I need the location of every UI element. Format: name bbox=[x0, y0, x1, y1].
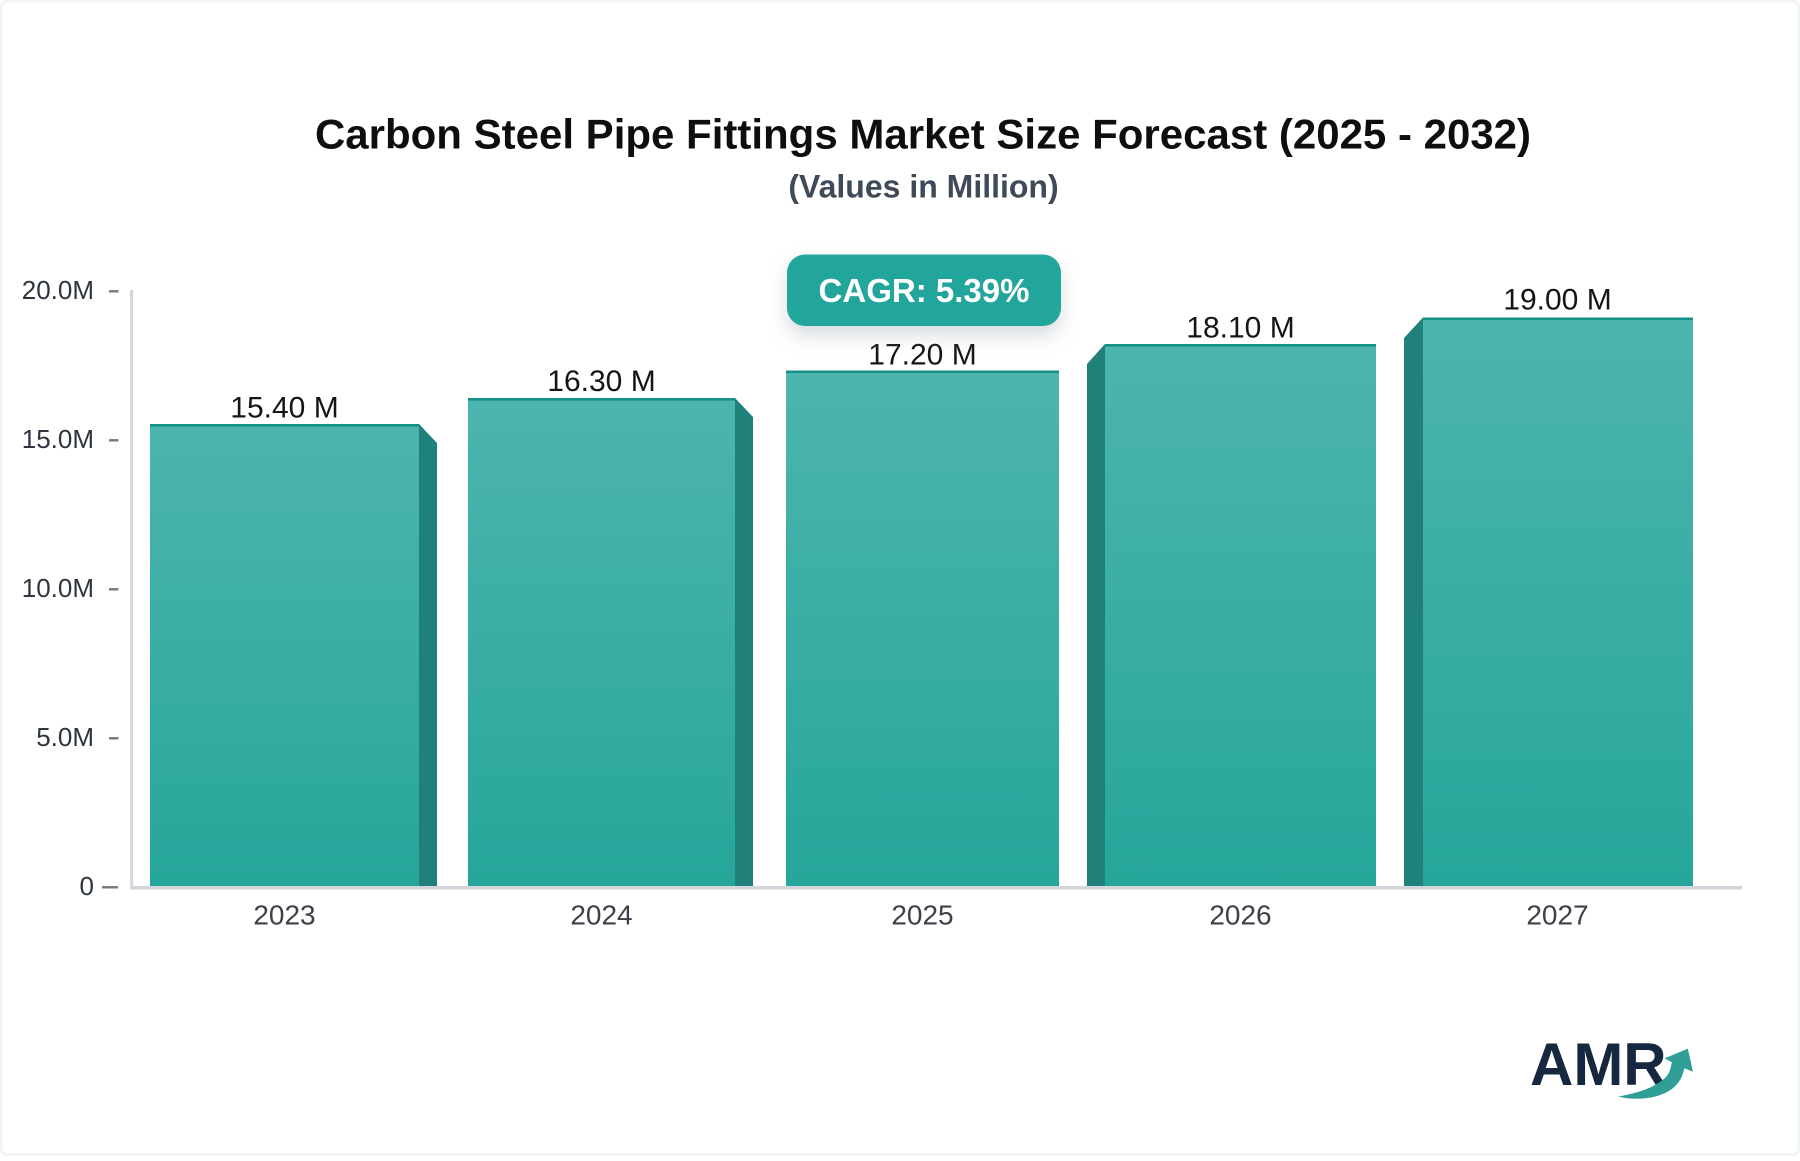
svg-text:2024: 2024 bbox=[570, 900, 632, 931]
svg-text:19.00 M: 19.00 M bbox=[1503, 284, 1611, 317]
svg-text:10.0M: 10.0M bbox=[22, 573, 94, 603]
svg-text:2023: 2023 bbox=[253, 900, 315, 931]
svg-text:15.40 M: 15.40 M bbox=[230, 392, 338, 425]
svg-text:CAGR: 5.39%: CAGR: 5.39% bbox=[819, 272, 1030, 309]
svg-text:2025: 2025 bbox=[891, 900, 953, 931]
svg-text:2027: 2027 bbox=[1526, 900, 1588, 931]
svg-text:(Values in Million): (Values in Million) bbox=[788, 169, 1058, 205]
svg-text:20.0M: 20.0M bbox=[22, 275, 94, 305]
svg-text:2026: 2026 bbox=[1209, 900, 1271, 931]
svg-text:Carbon Steel Pipe Fittings Mar: Carbon Steel Pipe Fittings Market Size F… bbox=[315, 111, 1531, 158]
svg-text:0: 0 bbox=[80, 871, 94, 901]
svg-text:17.20 M: 17.20 M bbox=[868, 339, 976, 372]
svg-text:18.10 M: 18.10 M bbox=[1186, 312, 1294, 345]
svg-text:16.30 M: 16.30 M bbox=[547, 365, 655, 398]
svg-text:5.0M: 5.0M bbox=[36, 722, 94, 752]
svg-text:15.0M: 15.0M bbox=[22, 424, 94, 454]
svg-text:AMR: AMR bbox=[1530, 1031, 1667, 1098]
